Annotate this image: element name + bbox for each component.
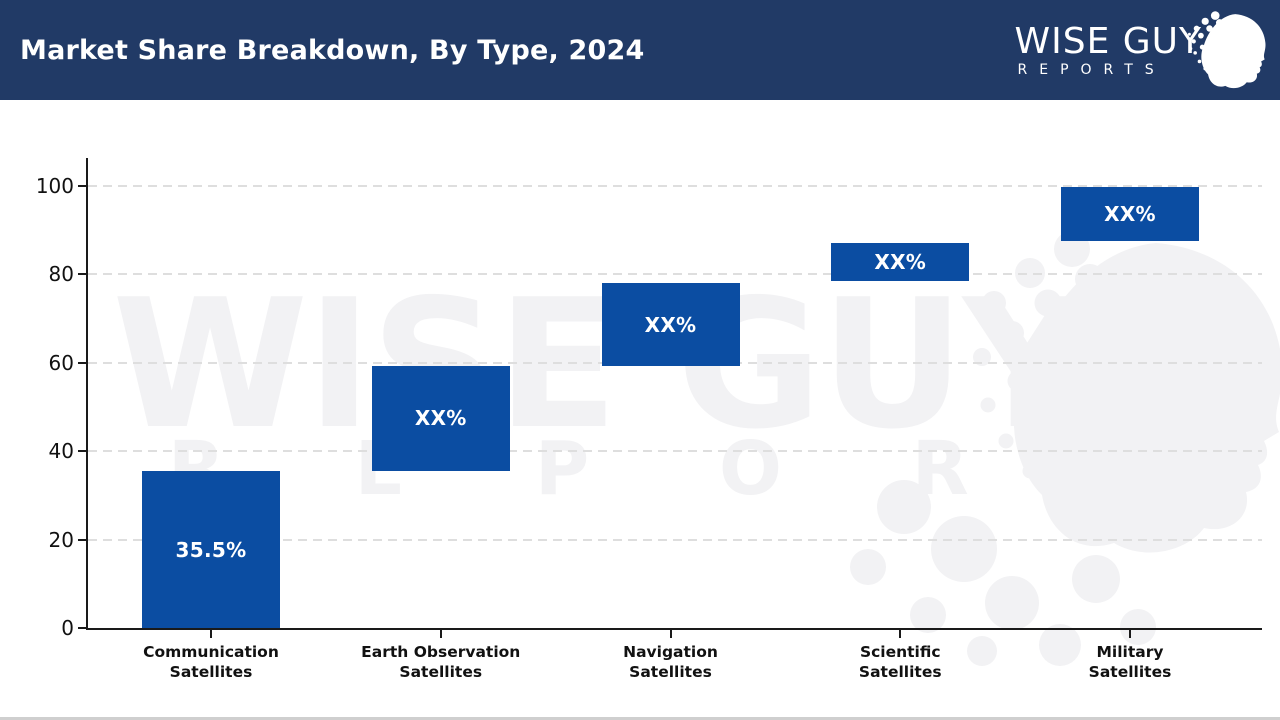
gridline-40 (88, 450, 1262, 453)
brand-logo-text: WISE GUY REPORTS (1014, 20, 1203, 78)
x-tick-mark (669, 630, 672, 638)
bar-segment: XX% (831, 242, 970, 282)
y-tick-label: 20 (48, 527, 74, 552)
bar-value-label: XX% (414, 406, 467, 431)
bar-value-label: XX% (874, 250, 927, 274)
y-tick-label: 60 (48, 350, 74, 375)
y-tick-mark (78, 361, 86, 364)
brand-subtitle: REPORTS (1017, 61, 1166, 78)
x-tick-mark (1129, 630, 1131, 638)
gridline-100 (88, 185, 1262, 187)
brand-name: WISE GUY (1014, 20, 1202, 62)
x-category-label: Scientific Satellites (858, 643, 942, 681)
y-tick-label: 80 (48, 262, 74, 287)
bar-segment: 35.5% (142, 471, 280, 628)
bar-value-label: XX% (644, 312, 697, 337)
bar-value-label: 35.5% (175, 537, 247, 562)
y-tick-mark (78, 185, 86, 187)
y-tick-mark (78, 273, 86, 276)
bar-segment: XX% (601, 282, 740, 367)
page-title: Market Share Breakdown, By Type, 2024 (20, 34, 645, 66)
brand-logo: WISE GUY REPORTS (1015, 7, 1280, 93)
y-tick-label: 100 (35, 174, 74, 198)
bar-segment: XX% (371, 365, 510, 472)
x-tick-mark (439, 630, 442, 638)
bar-value-label: XX% (1104, 201, 1156, 226)
gridline-20 (88, 538, 1262, 541)
y-tick-mark (78, 627, 86, 629)
plot-region: 0 20 40 60 80 100 35.5% Communication Satellite… (0, 100, 1280, 717)
watermark-face-icon (850, 231, 1280, 666)
y-tick-label: 0 (61, 616, 74, 640)
x-tick-mark (899, 630, 902, 638)
wiseguy-face-icon (1188, 11, 1266, 89)
header-band: Market Share Breakdown, By Type, 2024 WI… (0, 0, 1280, 100)
x-category-label: Earth Observation Satellites (361, 643, 521, 681)
y-tick-mark (78, 450, 86, 453)
y-axis-line (86, 158, 88, 630)
x-category-label: Military Satellites (1088, 643, 1172, 681)
y-tick-mark (78, 538, 86, 541)
gridline-80 (88, 273, 1262, 276)
y-tick-label: 40 (48, 439, 74, 464)
bar-segment: XX% (1061, 186, 1199, 241)
x-category-label: Navigation Satellites (623, 643, 718, 681)
x-tick-mark (210, 630, 212, 638)
x-category-label: Communication Satellites (143, 643, 279, 681)
x-axis-line (86, 628, 1262, 630)
chart-canvas: WISE GUY R E P O R T S 0 20 40 60 80 100 35.5%… (0, 100, 1280, 717)
